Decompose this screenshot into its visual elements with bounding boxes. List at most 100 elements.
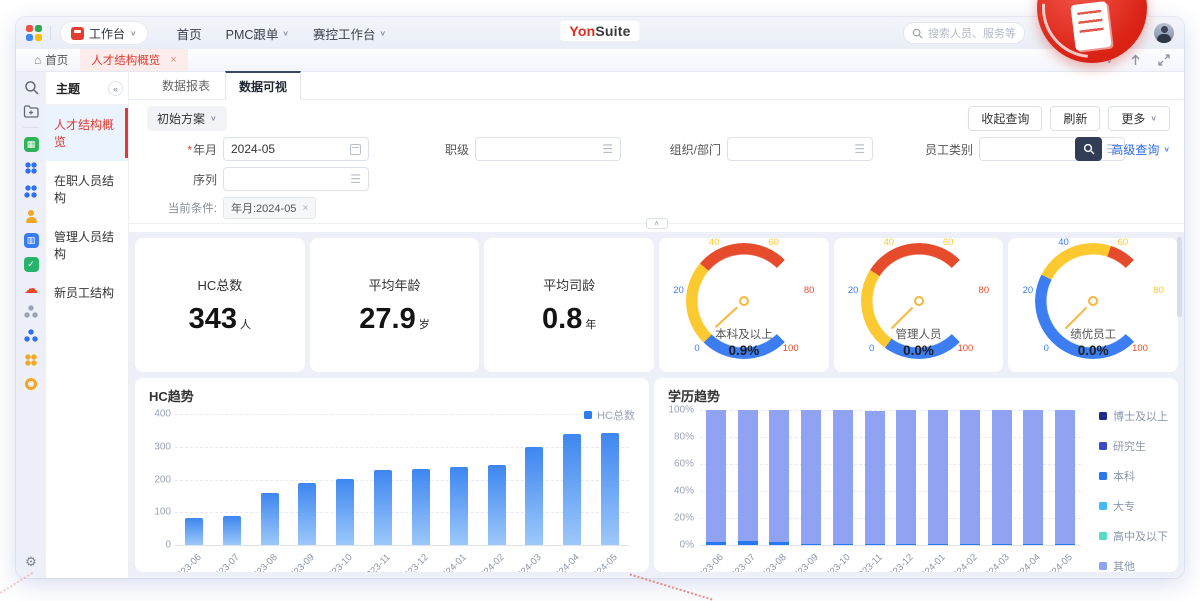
gauge-label: 本科及以上 bbox=[715, 329, 773, 341]
sequence-field[interactable]: ☰ bbox=[223, 167, 369, 191]
gauge-card-1[interactable]: 0 20 40 60 80 100 管理人员 0.0% bbox=[833, 238, 1004, 372]
gauge: 0 20 40 60 80 100 bbox=[848, 238, 989, 359]
workspace-switcher[interactable]: 工作台 ∨ bbox=[61, 22, 147, 44]
stack-segment bbox=[864, 411, 885, 544]
scrollbar-thumb[interactable] bbox=[1177, 237, 1182, 317]
stack-segment bbox=[959, 543, 980, 545]
chevron-down-icon: ∨ bbox=[282, 28, 289, 37]
gauge: 0 20 40 60 80 100 bbox=[673, 238, 814, 359]
app-icon-rail: ▦ ▥ ✓ ☁ ⚙ bbox=[16, 72, 46, 578]
stack-segment bbox=[1055, 410, 1076, 544]
gauge-value: 0.9% bbox=[728, 343, 760, 358]
legend-item[interactable]: 大专 bbox=[1099, 498, 1168, 514]
app-orgtree-gray-icon[interactable] bbox=[23, 304, 39, 320]
sequence-label: 序列 bbox=[192, 172, 217, 187]
theme-panel: 主题 « 人才结构概览在职人员结构 管理人员结构新员工结构 bbox=[46, 72, 129, 578]
more-button[interactable]: 更多 ∨ bbox=[1108, 106, 1170, 131]
tab-data-visual[interactable]: 数据可视 bbox=[225, 71, 302, 100]
sidebar-item-1[interactable]: 在职人员结构 bbox=[54, 174, 115, 205]
list-icon: ☰ bbox=[602, 142, 613, 156]
search-icon[interactable] bbox=[23, 79, 39, 95]
chevron-down-icon: ∨ bbox=[210, 114, 217, 123]
app-tasks-green-icon[interactable]: ✓ bbox=[23, 256, 39, 272]
remove-condition-icon[interactable]: × bbox=[302, 202, 309, 214]
global-search-input[interactable]: 搜索人员、服务等 bbox=[903, 22, 1025, 44]
plot-area: 0 100 200 300 400 2023-06 2023-07 2023-08 20… bbox=[154, 409, 629, 572]
chevron-down-icon: ∨ bbox=[130, 28, 137, 37]
stack-segment bbox=[832, 543, 853, 545]
app-org-blue-icon[interactable] bbox=[23, 184, 39, 200]
stack-segment bbox=[737, 540, 758, 545]
scroll-top-icon[interactable] bbox=[1130, 54, 1141, 66]
stack-segment bbox=[896, 543, 917, 545]
legend-item[interactable]: 其他 bbox=[1099, 558, 1168, 572]
divider bbox=[23, 127, 39, 128]
nav-item-console[interactable]: 赛控工作台 ∨ bbox=[313, 27, 387, 42]
legend-item[interactable]: 本科 bbox=[1099, 468, 1168, 484]
app-ring-orange-icon[interactable] bbox=[23, 376, 39, 392]
org-label: 组织/部门 bbox=[669, 142, 721, 157]
collapse-query-button[interactable]: 收起查询 bbox=[968, 106, 1043, 131]
stacked-bar bbox=[959, 410, 980, 545]
emp-type-label: 员工类别 bbox=[924, 142, 973, 157]
app-person-orange-icon[interactable] bbox=[23, 208, 39, 224]
search-icon bbox=[912, 28, 923, 39]
app-launcher-icon[interactable] bbox=[26, 25, 42, 41]
condition-tag[interactable]: 年月:2024-05 × bbox=[223, 197, 317, 219]
stacked-bar bbox=[1023, 410, 1044, 545]
legend-item[interactable]: 研究生 bbox=[1099, 438, 1168, 454]
app-team-blue-icon[interactable] bbox=[23, 160, 39, 176]
tab-talent-structure[interactable]: 人才结构概览 × bbox=[80, 49, 188, 71]
gauge-card-0[interactable]: 0 20 40 60 80 100 本科及以上 0.9% bbox=[659, 238, 829, 372]
legend[interactable]: 博士及以上研究生本科大专高中及以下其他 bbox=[1099, 408, 1168, 572]
stacked-bar bbox=[737, 410, 758, 545]
sidebar-item-2[interactable]: 管理人员结构 bbox=[54, 230, 115, 261]
stacked-bar bbox=[928, 410, 949, 545]
list-icon: ☰ bbox=[1106, 142, 1117, 156]
legend-item[interactable]: 高中及以下 bbox=[1099, 528, 1168, 544]
legend-item[interactable]: 博士及以上 bbox=[1099, 408, 1168, 424]
tab-home[interactable]: ⌂ 首页 bbox=[34, 53, 69, 67]
collapse-filters-button[interactable]: ∧ bbox=[645, 218, 668, 229]
stacked-bar bbox=[896, 410, 917, 545]
stack-segment bbox=[705, 410, 726, 543]
bar bbox=[222, 516, 241, 545]
sidebar-item-0[interactable]: 人才结构概览 bbox=[46, 105, 128, 161]
hc-trend-chart[interactable]: HC趋势 0 100 200 300 400 2023-06 2023-07 2023… bbox=[135, 378, 649, 572]
stack-segment bbox=[1055, 543, 1076, 545]
theme-panel-title: 主题 bbox=[56, 82, 81, 96]
bar bbox=[525, 446, 544, 545]
app-grid-yellow-icon[interactable] bbox=[23, 352, 39, 368]
query-search-button[interactable] bbox=[1075, 137, 1103, 161]
gauge-card-2[interactable]: 0 20 40 60 80 100 绩优员工 0.0% bbox=[1008, 238, 1179, 372]
sidebar-item-3[interactable]: 新员工结构 bbox=[54, 286, 115, 300]
workspace-label: 工作台 bbox=[89, 26, 126, 41]
folder-add-icon[interactable] bbox=[23, 103, 39, 119]
bar bbox=[260, 492, 279, 545]
education-trend-chart[interactable]: 学历趋势 0% 20% 40% 60% 80% 100% 2023-06 2023-… bbox=[654, 378, 1178, 572]
search-icon bbox=[1083, 143, 1095, 155]
advanced-query-link[interactable]: 高级查询 ∨ bbox=[1111, 142, 1170, 157]
nav-item-pmc[interactable]: PMC跟单 ∨ bbox=[225, 27, 289, 42]
app-kanban-blue-icon[interactable]: ▥ bbox=[23, 232, 39, 248]
app-cloud-red-icon[interactable]: ☁ bbox=[24, 280, 38, 296]
bar bbox=[374, 470, 393, 545]
user-avatar[interactable] bbox=[1154, 23, 1174, 43]
refresh-button[interactable]: 刷新 bbox=[1050, 106, 1101, 131]
tab-data-report[interactable]: 数据报表 bbox=[162, 79, 211, 93]
gauge-label: 绩优员工 bbox=[1070, 329, 1117, 341]
close-tab-icon[interactable]: × bbox=[170, 54, 177, 66]
year-month-label: 年月 bbox=[192, 142, 217, 157]
list-icon: ☰ bbox=[854, 142, 865, 156]
app-cluster-blue-icon[interactable] bbox=[23, 328, 39, 344]
scheme-dropdown[interactable]: 初始方案 ∨ bbox=[147, 106, 227, 131]
fullscreen-icon[interactable] bbox=[1158, 54, 1170, 66]
year-month-field[interactable]: 2024-05 bbox=[223, 137, 369, 161]
app-grid-green-icon[interactable]: ▦ bbox=[23, 136, 39, 152]
settings-gear-icon[interactable]: ⚙ bbox=[25, 554, 37, 569]
legend[interactable]: HC总数 bbox=[584, 407, 635, 423]
rank-field[interactable]: ☰ bbox=[475, 137, 621, 161]
collapse-panel-icon[interactable]: « bbox=[108, 81, 123, 96]
nav-item-home[interactable]: 首页 bbox=[176, 27, 202, 42]
org-field[interactable]: ☰ bbox=[727, 137, 873, 161]
